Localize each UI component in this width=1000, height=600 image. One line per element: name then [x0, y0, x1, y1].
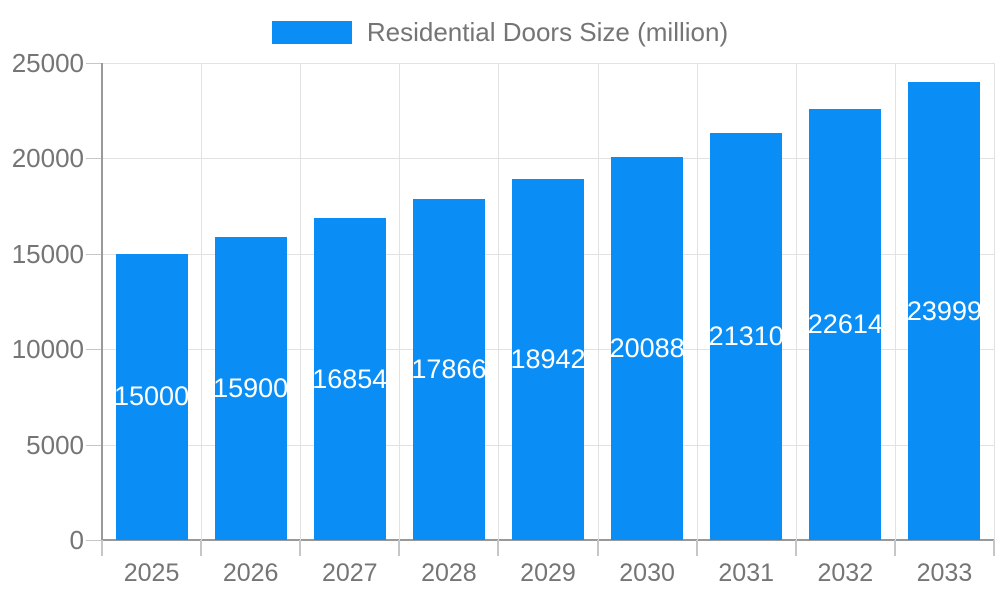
x-axis-tick	[299, 540, 302, 556]
gridline	[399, 63, 401, 540]
y-axis-label: 15000	[11, 238, 84, 269]
gridline	[498, 63, 500, 540]
x-axis-tick	[200, 540, 203, 556]
bar-2026[interactable]: 15900	[213, 236, 289, 540]
y-axis-tick	[86, 253, 102, 255]
bar-value-label: 17866	[411, 354, 487, 385]
gridline	[597, 63, 599, 540]
bar-2031[interactable]: 21310	[708, 133, 784, 540]
x-axis-tick	[101, 540, 103, 556]
x-axis-label: 2031	[718, 559, 775, 587]
x-axis-line	[102, 539, 994, 541]
gridline	[696, 63, 698, 540]
y-axis-tick	[86, 158, 102, 160]
gridline	[300, 63, 302, 540]
x-axis-label: 2028	[421, 559, 477, 587]
x-axis-tick	[893, 540, 896, 556]
gridline	[102, 158, 994, 160]
legend-label: Residential Doors Size (million)	[366, 16, 729, 47]
gridline	[102, 63, 994, 64]
x-axis-tick	[993, 540, 995, 556]
gridline	[894, 63, 896, 540]
gridline	[994, 63, 995, 540]
bar-value-label: 21310	[708, 321, 784, 352]
y-axis-tick	[86, 540, 102, 541]
y-axis-label: 25000	[11, 48, 84, 78]
y-axis-label: 5000	[26, 429, 84, 460]
y-axis-label: 10000	[11, 334, 84, 365]
x-axis-label: 2029	[520, 559, 576, 587]
gridline	[795, 63, 797, 540]
bar-value-label: 15000	[114, 381, 190, 412]
bar-2029[interactable]: 18942	[510, 178, 586, 540]
y-axis-line	[101, 63, 103, 540]
x-axis-tick	[695, 540, 698, 556]
y-axis-label: 0	[69, 525, 84, 555]
x-axis-tick	[794, 540, 797, 556]
bar-value-label: 18942	[510, 343, 586, 374]
legend[interactable]: Residential Doors Size (million)	[0, 16, 1000, 48]
bar-value-label: 20088	[609, 332, 685, 363]
x-axis-tick	[398, 540, 401, 556]
x-axis-label: 2030	[619, 559, 675, 587]
x-axis-label: 2025	[123, 559, 180, 587]
x-axis-label: 2026	[222, 559, 279, 587]
gridline	[201, 63, 203, 540]
bar-2032[interactable]: 22614	[807, 108, 883, 540]
bar-value-label: 16854	[312, 363, 388, 394]
x-axis-label: 2027	[321, 559, 378, 587]
bar-2027[interactable]: 16854	[312, 218, 388, 540]
bar-value-label: 22614	[807, 308, 883, 339]
y-axis-tick	[86, 444, 102, 446]
x-axis-label: 2033	[916, 559, 973, 587]
bar-2028[interactable]: 17866	[411, 199, 487, 540]
legend-swatch-icon	[271, 20, 352, 44]
y-axis-tick	[86, 349, 102, 351]
bar-2033[interactable]: 23999	[906, 82, 982, 540]
y-axis-tick	[86, 63, 102, 64]
x-axis-tick	[497, 540, 500, 556]
x-axis-tick	[596, 540, 599, 556]
bar-2030[interactable]: 20088	[609, 156, 685, 540]
bar-value-label: 23999	[906, 295, 982, 326]
bar-value-label: 15900	[213, 372, 289, 403]
bar-2025[interactable]: 15000	[114, 253, 190, 540]
y-axis-label: 20000	[11, 143, 84, 174]
x-axis-label: 2032	[817, 559, 874, 587]
